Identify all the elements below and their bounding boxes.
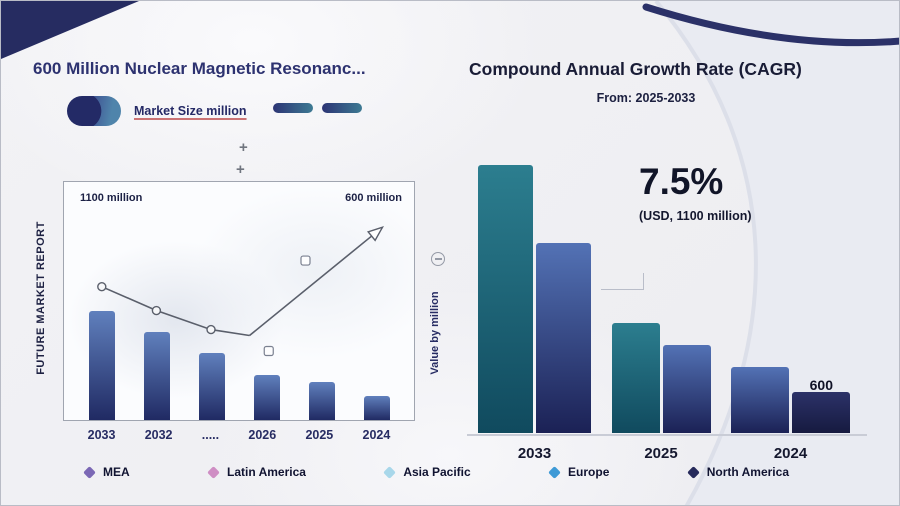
market-size-bar <box>198 353 225 420</box>
market-size-bar <box>308 381 335 420</box>
plus-mark-decoration: + <box>236 161 245 178</box>
trend-line-arrow <box>97 226 384 357</box>
annotation-start-value: 1100 million <box>80 192 143 204</box>
legend-item-mea: MEA <box>83 465 130 479</box>
cagr-bar <box>611 322 660 433</box>
region-legend: MEA Latin America Asia Pacific Europe North … <box>83 465 789 479</box>
pill-decoration <box>322 103 362 113</box>
market-size-bars <box>74 182 404 420</box>
legend-item-asia-pacific: Asia Pacific <box>383 465 471 479</box>
legend-item-latin-america: Latin America <box>207 465 306 479</box>
cagr-chart: 2033 2025 600 2024 <box>478 157 850 462</box>
right-x-label: 2025 <box>644 445 678 462</box>
cagr-note: (USD, 1100 million) <box>639 209 752 223</box>
right-chart-title: Compound Annual Growth Rate (CAGR) <box>469 59 802 79</box>
annotation-end-value: 600 million <box>345 192 402 204</box>
cagr-bar <box>478 165 533 433</box>
cagr-bar-pair <box>611 157 711 433</box>
market-size-legend: Market Size million <box>67 95 247 127</box>
left-x-label: 2033 <box>87 428 116 442</box>
right-chart-baseline <box>467 434 867 436</box>
pill-divider-decoration <box>273 103 362 113</box>
legend-label: Europe <box>568 465 610 479</box>
cagr-bar: 600 <box>731 366 833 433</box>
cagr-bar <box>662 344 711 433</box>
legend-marker-icon <box>548 465 561 479</box>
legend-item-europe: Europe <box>548 465 610 479</box>
minus-circle-icon <box>431 252 445 266</box>
left-x-label: 2032 <box>144 428 173 442</box>
legend-label: Asia Pacific <box>403 465 471 479</box>
market-size-bar <box>363 396 390 420</box>
left-y-axis-title: FUTURE MARKET REPORT <box>35 221 47 375</box>
market-size-legend-icon <box>67 96 121 126</box>
legend-marker-icon <box>383 465 397 479</box>
left-x-label: 2025 <box>305 428 334 442</box>
market-size-bar <box>88 310 115 420</box>
market-size-plot-area: 1100 million 600 million <box>63 181 415 421</box>
cagr-value: 7.5% <box>639 161 724 202</box>
cagr-callout: 7.5% (USD, 1100 million) <box>639 161 752 223</box>
right-chart-subtitle: From: 2025-2033 <box>596 91 696 105</box>
cagr-bar-group: 600 2024 <box>731 157 850 462</box>
cagr-bar-group: 2025 <box>611 157 711 462</box>
left-x-axis-labels: 2033 2032..... 2026 2025 2024 <box>63 428 415 442</box>
bar-value-label: 600 <box>809 376 833 393</box>
cagr-bar <box>792 391 850 433</box>
plus-mark-decoration: + <box>239 139 248 156</box>
value-by-million-axis-title: Value by million <box>429 291 441 375</box>
corner-triangle-decoration <box>1 1 139 59</box>
left-x-label: 2026 <box>248 428 277 442</box>
cagr-bar <box>536 242 591 433</box>
step-line-decoration <box>601 273 644 290</box>
legend-label: North America <box>706 465 789 479</box>
right-x-label: 2033 <box>517 445 552 462</box>
legend-marker-icon <box>207 465 220 479</box>
market-size-bar <box>253 374 280 420</box>
cagr-bar-pair: 600 <box>731 157 850 433</box>
left-x-label: ..... <box>201 428 220 442</box>
legend-item-north-america: North America <box>686 465 789 479</box>
legend-marker-icon <box>83 465 96 479</box>
legend-label: MEA <box>103 465 130 479</box>
pill-decoration <box>273 103 313 113</box>
left-chart-title: 600 Million Nuclear Magnetic Resonanc... <box>33 59 366 78</box>
left-x-label: 2024 <box>362 428 391 442</box>
legend-marker-icon <box>686 465 700 479</box>
cagr-bar-group: 2033 <box>478 157 591 462</box>
legend-label: Latin America <box>227 465 306 479</box>
cagr-bar-pair <box>478 157 591 433</box>
market-size-bar <box>143 331 170 420</box>
right-x-label: 2024 <box>773 445 808 462</box>
market-size-legend-label: Market Size million <box>134 104 247 118</box>
